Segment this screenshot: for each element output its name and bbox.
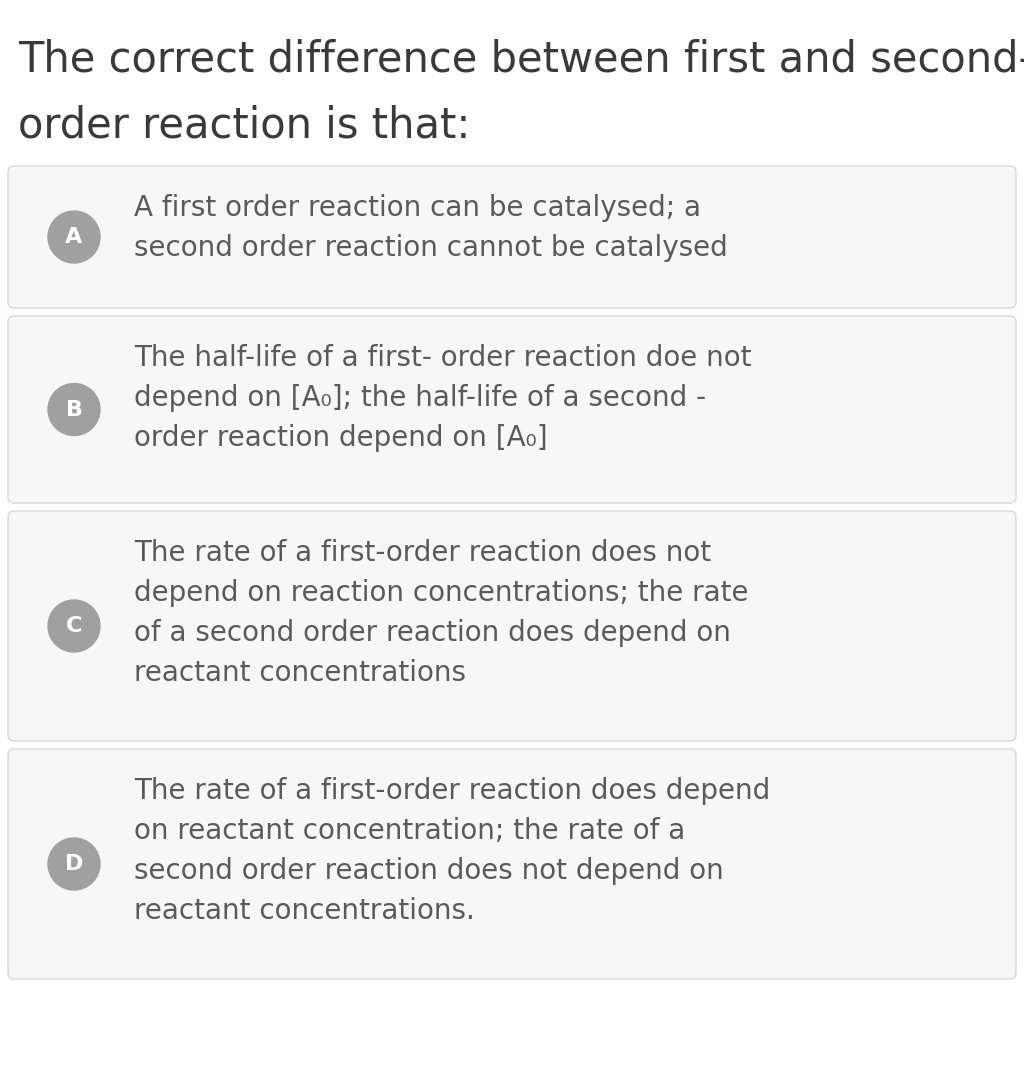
Text: The correct difference between first and second-: The correct difference between first and… bbox=[18, 38, 1024, 80]
Circle shape bbox=[48, 211, 100, 263]
Circle shape bbox=[48, 838, 100, 890]
Text: A first order reaction can be catalysed; a
second order reaction cannot be catal: A first order reaction can be catalysed;… bbox=[134, 194, 728, 262]
FancyBboxPatch shape bbox=[8, 166, 1016, 308]
Text: A: A bbox=[66, 227, 83, 247]
FancyBboxPatch shape bbox=[8, 511, 1016, 741]
Circle shape bbox=[48, 384, 100, 435]
FancyBboxPatch shape bbox=[8, 750, 1016, 979]
Text: The rate of a first-order reaction does not
depend on reaction concentrations; t: The rate of a first-order reaction does … bbox=[134, 539, 749, 687]
Circle shape bbox=[48, 600, 100, 652]
FancyBboxPatch shape bbox=[8, 316, 1016, 503]
Text: order reaction is that:: order reaction is that: bbox=[18, 105, 470, 147]
Text: The rate of a first-order reaction does depend
on reactant concentration; the ra: The rate of a first-order reaction does … bbox=[134, 777, 770, 925]
Text: D: D bbox=[65, 854, 83, 874]
Text: B: B bbox=[66, 399, 83, 420]
Text: C: C bbox=[66, 616, 82, 636]
Text: The half-life of a first- order reaction doe not
depend on [A₀]; the half-life o: The half-life of a first- order reaction… bbox=[134, 344, 752, 452]
